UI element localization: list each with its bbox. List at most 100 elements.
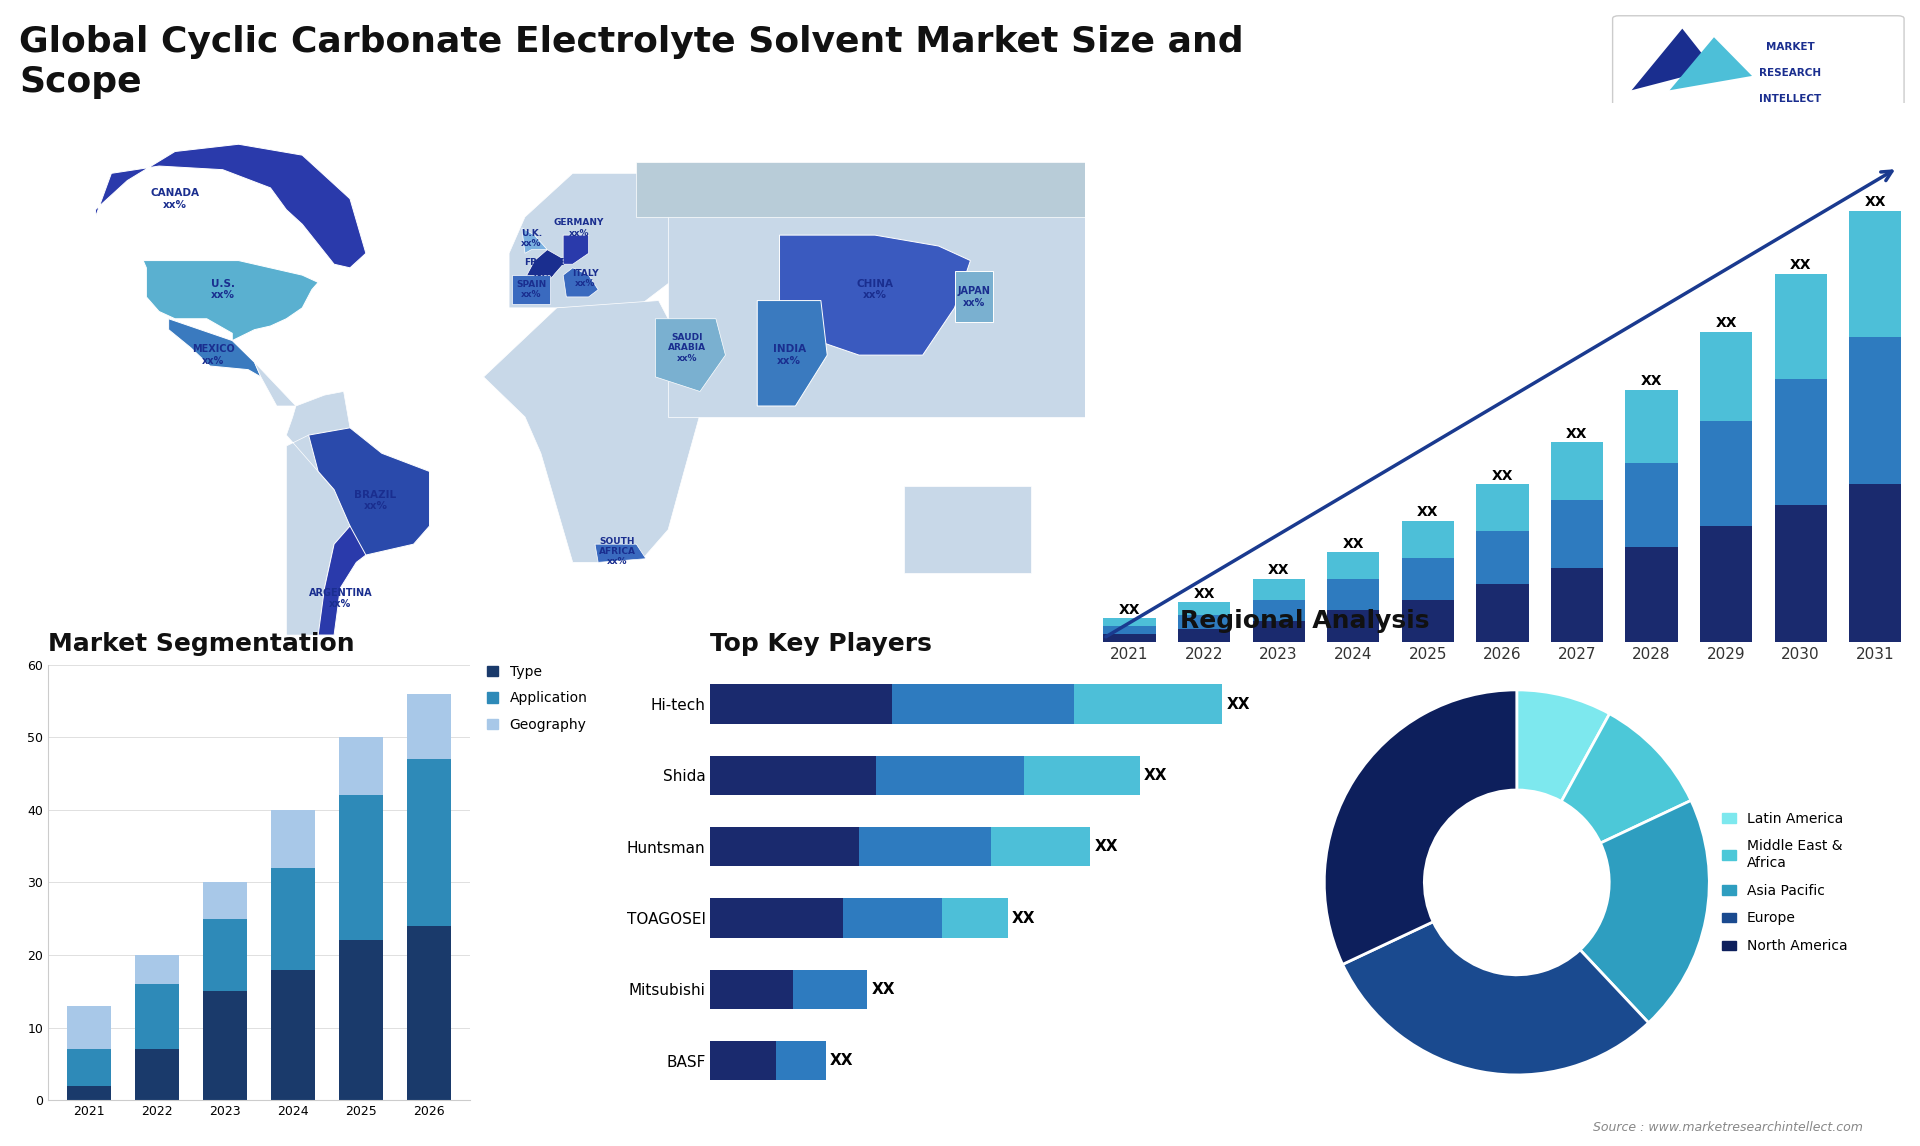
- Bar: [271, 810, 315, 868]
- Bar: [407, 926, 451, 1100]
- Bar: [1252, 621, 1306, 642]
- Text: Regional Analysis: Regional Analysis: [1181, 609, 1428, 633]
- Bar: [340, 795, 384, 941]
- Text: XX: XX: [1194, 587, 1215, 601]
- Text: XX: XX: [1642, 374, 1663, 388]
- Bar: [1774, 274, 1826, 379]
- Bar: [407, 693, 451, 759]
- Polygon shape: [509, 173, 684, 308]
- Text: SOUTH
AFRICA
xx%: SOUTH AFRICA xx%: [599, 536, 636, 566]
- Polygon shape: [904, 486, 1031, 573]
- Bar: [941, 898, 1008, 937]
- Polygon shape: [1670, 38, 1751, 91]
- Bar: [1626, 390, 1678, 463]
- Bar: [204, 882, 248, 919]
- Text: XX: XX: [1144, 768, 1167, 783]
- Text: SAUDI
ARABIA
xx%: SAUDI ARABIA xx%: [668, 333, 707, 363]
- Polygon shape: [595, 544, 645, 563]
- Bar: [1551, 500, 1603, 568]
- Bar: [1476, 484, 1528, 532]
- Bar: [204, 919, 248, 991]
- Text: XX: XX: [1715, 316, 1738, 330]
- Bar: [1699, 526, 1753, 642]
- Bar: [1849, 337, 1901, 484]
- Bar: [1626, 463, 1678, 547]
- Bar: [1104, 626, 1156, 634]
- Bar: [407, 759, 451, 926]
- Bar: [1402, 558, 1453, 599]
- Polygon shape: [513, 275, 551, 304]
- Bar: [893, 684, 1073, 724]
- Bar: [1402, 599, 1453, 642]
- Wedge shape: [1517, 690, 1609, 801]
- Legend: Type, Application, Geography: Type, Application, Geography: [488, 665, 588, 731]
- Text: XX: XX: [1417, 505, 1438, 519]
- Text: FRANCE
xx%: FRANCE xx%: [524, 258, 564, 277]
- Bar: [1327, 552, 1379, 579]
- Bar: [793, 970, 868, 1008]
- Bar: [991, 827, 1091, 866]
- Bar: [1699, 421, 1753, 526]
- Bar: [1774, 505, 1826, 642]
- Wedge shape: [1342, 921, 1649, 1075]
- Polygon shape: [309, 427, 430, 563]
- Polygon shape: [524, 250, 566, 278]
- Text: XX: XX: [1342, 536, 1363, 551]
- Polygon shape: [255, 362, 296, 406]
- Bar: [1104, 618, 1156, 626]
- Text: GERMANY
xx%: GERMANY xx%: [553, 218, 605, 237]
- Text: XX: XX: [1227, 697, 1250, 712]
- Polygon shape: [563, 268, 599, 297]
- Polygon shape: [169, 319, 261, 377]
- Polygon shape: [1632, 29, 1715, 91]
- Text: JAPAN
xx%: JAPAN xx%: [958, 286, 991, 308]
- Text: ARGENTINA
xx%: ARGENTINA xx%: [309, 588, 372, 610]
- Bar: [1402, 521, 1453, 558]
- Bar: [1849, 211, 1901, 337]
- Text: XX: XX: [1864, 195, 1885, 210]
- Text: U.S.
xx%: U.S. xx%: [211, 278, 234, 300]
- Polygon shape: [144, 260, 319, 340]
- Text: XX: XX: [1267, 563, 1290, 578]
- Bar: [1252, 599, 1306, 621]
- Text: XX: XX: [1012, 911, 1035, 926]
- Bar: [1626, 547, 1678, 642]
- Polygon shape: [954, 272, 993, 322]
- Bar: [1551, 442, 1603, 500]
- Bar: [340, 941, 384, 1100]
- Bar: [271, 868, 315, 970]
- Text: RESEARCH: RESEARCH: [1759, 68, 1820, 78]
- Text: XX: XX: [1492, 469, 1513, 482]
- Bar: [876, 756, 1023, 795]
- Bar: [1179, 629, 1231, 642]
- Polygon shape: [96, 144, 367, 268]
- Text: XX: XX: [872, 982, 895, 997]
- Bar: [710, 827, 858, 866]
- Bar: [1849, 484, 1901, 642]
- Polygon shape: [563, 235, 589, 265]
- Bar: [710, 756, 876, 795]
- Bar: [710, 1041, 776, 1081]
- Polygon shape: [636, 163, 1114, 217]
- Bar: [1104, 634, 1156, 642]
- Text: U.K.
xx%: U.K. xx%: [520, 229, 541, 249]
- Bar: [271, 970, 315, 1100]
- Bar: [204, 991, 248, 1100]
- Bar: [67, 1006, 111, 1050]
- Text: MARKET: MARKET: [1766, 42, 1814, 53]
- Bar: [710, 970, 793, 1008]
- Text: CHINA
xx%: CHINA xx%: [856, 278, 893, 300]
- Bar: [340, 737, 384, 795]
- Bar: [1252, 579, 1306, 599]
- Text: CANADA
xx%: CANADA xx%: [150, 188, 200, 210]
- Bar: [843, 898, 941, 937]
- FancyBboxPatch shape: [1613, 16, 1905, 150]
- Bar: [1476, 532, 1528, 584]
- Bar: [1476, 584, 1528, 642]
- Bar: [1774, 379, 1826, 505]
- Text: XX: XX: [1119, 603, 1140, 617]
- Bar: [1551, 568, 1603, 642]
- Bar: [1179, 603, 1231, 615]
- Text: XX: XX: [1789, 258, 1811, 273]
- Bar: [134, 1050, 179, 1100]
